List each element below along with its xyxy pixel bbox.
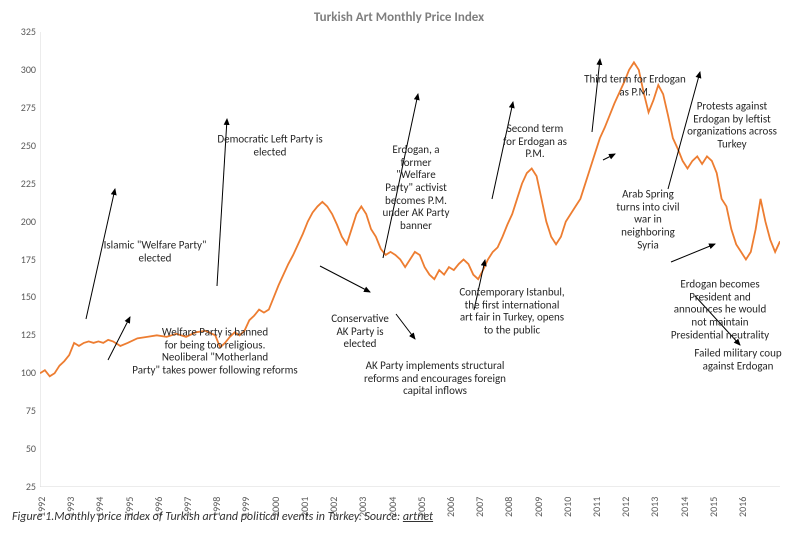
annotation-label: Islamic "Welfare Party" elected — [104, 239, 207, 264]
chart-container: { "title": "Turkish Art Monthly Price In… — [0, 0, 798, 535]
x-tick-label: 2008 — [502, 497, 515, 517]
y-tick-label: 50 — [8, 442, 36, 455]
x-tick-label: 2014 — [678, 497, 691, 517]
x-tick-label: 2012 — [619, 497, 632, 517]
caption-source: artnet — [403, 510, 433, 524]
y-tick-label: 250 — [8, 139, 36, 152]
annotation-label: Erdogan, a former "Welfare Party" activi… — [383, 144, 450, 232]
x-tick-label: 2011 — [590, 497, 603, 517]
y-tick-label: 175 — [8, 253, 36, 266]
x-tick-label: 2015 — [707, 497, 720, 517]
y-tick-label: 275 — [8, 101, 36, 114]
annotation-label: Contemporary Istanbul, the first interna… — [459, 287, 564, 338]
y-tick-label: 300 — [8, 63, 36, 76]
annotation-label: Democratic Left Party is elected — [217, 133, 322, 158]
annotation-arrow — [396, 314, 415, 339]
y-tick-label: 100 — [8, 366, 36, 379]
x-tick-label: 2010 — [561, 497, 574, 517]
figure-caption: Figure 1.Monthly price index of Turkish … — [12, 510, 433, 524]
annotation-arrow — [603, 154, 615, 160]
annotation-label: Failed military coup against Erdogan — [694, 347, 781, 372]
annotation-label: Third term for Erdogan as P.M. — [584, 73, 686, 98]
annotation-label: Conservative AK Party is elected — [331, 313, 389, 351]
x-tick-label: 2013 — [648, 497, 661, 517]
x-tick-label: 2009 — [532, 497, 545, 517]
annotation-label: Arab Spring turns into civil war in neig… — [616, 188, 679, 251]
y-tick-label: 25 — [8, 480, 36, 493]
y-tick-label: 200 — [8, 215, 36, 228]
annotation-label: Protests against Erdogan by leftist orga… — [687, 101, 777, 152]
chart-title: Turkish Art Monthly Price Index — [0, 10, 798, 25]
annotation-label: Second term for Erdogan as P.M. — [503, 123, 567, 161]
y-tick-label: 225 — [8, 177, 36, 190]
annotation-label: AK Party implements structural reforms a… — [364, 360, 506, 398]
y-tick-label: 150 — [8, 290, 36, 303]
x-tick-label: 2006 — [444, 497, 457, 517]
annotation-arrow — [320, 266, 370, 292]
annotation-arrow — [108, 317, 130, 360]
y-tick-label: 75 — [8, 404, 36, 417]
annotation-label: Erdogan becomes President and announces … — [671, 278, 769, 341]
x-tick-label: 2016 — [736, 497, 749, 517]
y-tick-label: 125 — [8, 328, 36, 341]
annotation-label: Welfare Party is banned for being too re… — [132, 327, 297, 378]
caption-text: Figure 1.Monthly price index of Turkish … — [12, 510, 403, 524]
x-tick-label: 2007 — [473, 497, 486, 517]
y-tick-label: 325 — [8, 25, 36, 38]
